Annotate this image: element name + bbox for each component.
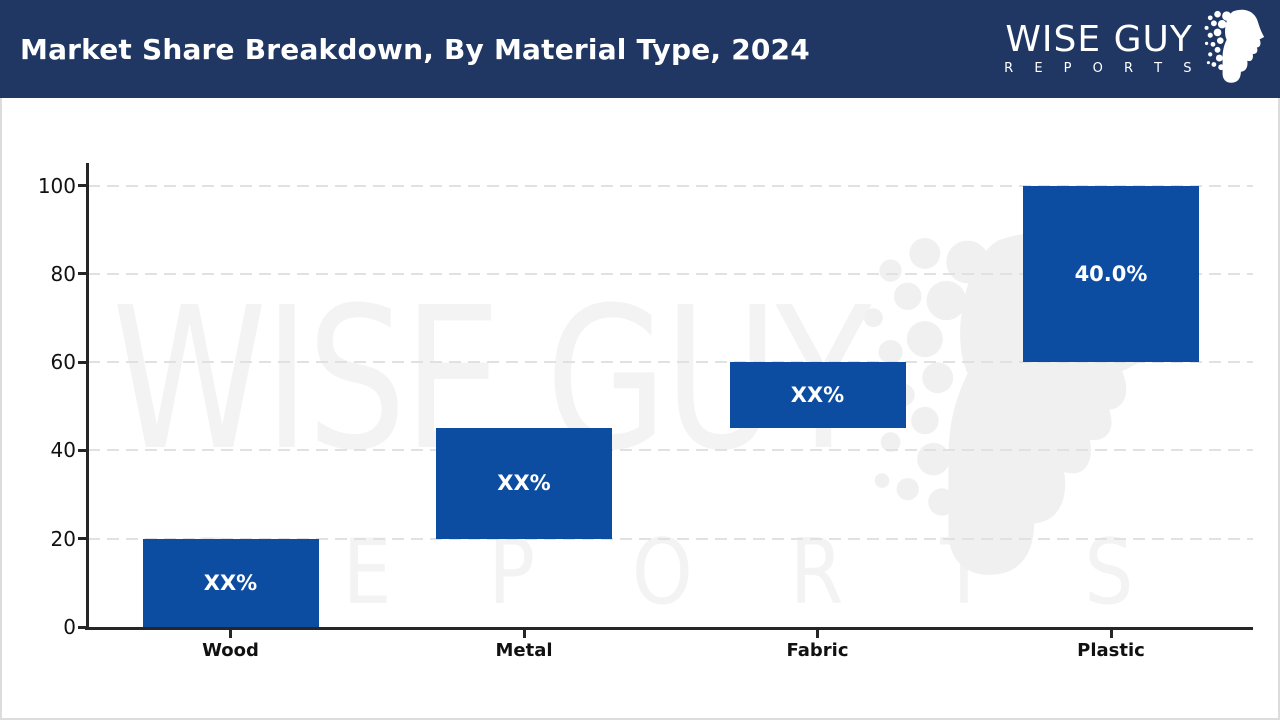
x-tick-label-plastic: Plastic	[1077, 640, 1145, 661]
bar-fabric	[729, 362, 906, 429]
y-tick-40	[78, 448, 86, 452]
y-tick-80	[78, 272, 86, 276]
brand-name: WISE GUY	[1005, 19, 1193, 60]
header-bar: Market Share Breakdown, By Material Type…	[0, 0, 1280, 98]
bar-wood	[142, 538, 319, 627]
y-tick-100	[78, 184, 86, 187]
gridline-80	[88, 272, 1253, 275]
bar-plastic	[1023, 185, 1199, 363]
y-tick-label-80: 80	[50, 261, 76, 286]
bar-label-plastic: 40.0%	[1074, 261, 1148, 286]
gridline-20	[88, 537, 1253, 540]
y-tick-0	[78, 625, 86, 629]
x-tick-wood	[229, 630, 232, 638]
brand-logo-text: WISE GUY R E P O R T S	[998, 20, 1200, 76]
y-tick-60	[78, 360, 86, 364]
y-axis-line	[86, 163, 89, 629]
y-tick-20	[78, 537, 86, 541]
y-tick-label-60: 60	[50, 350, 76, 375]
x-tick-plastic	[1109, 630, 1113, 638]
x-tick-label-wood: Wood	[202, 640, 259, 661]
page-border-left	[0, 98, 2, 720]
page-title: Market Share Breakdown, By Material Type…	[20, 32, 810, 66]
x-tick-metal	[522, 630, 526, 638]
bar-label-fabric: XX%	[790, 383, 845, 408]
bar-label-wood: XX%	[203, 570, 258, 595]
bar-metal	[436, 428, 612, 539]
gridline-60	[88, 361, 1253, 364]
gridline-40	[88, 449, 1253, 452]
brand-logo: WISE GUY R E P O R T S	[998, 6, 1266, 90]
x-tick-label-fabric: Fabric	[786, 640, 849, 661]
gridline-100	[88, 184, 1253, 187]
page-border-bottom	[0, 718, 1280, 720]
page-border-right	[1278, 98, 1280, 720]
y-tick-label-0: 0	[63, 615, 76, 639]
y-tick-label-20: 20	[50, 526, 76, 551]
bar-label-metal: XX%	[497, 471, 551, 496]
brand-face-icon	[1204, 9, 1265, 83]
y-tick-label-100: 100	[37, 173, 76, 198]
brand-subtitle: R E P O R T S	[1004, 60, 1200, 76]
x-axis-line	[85, 627, 1253, 630]
x-tick-label-metal: Metal	[495, 640, 553, 661]
y-tick-label-40: 40	[50, 438, 76, 463]
x-tick-fabric	[816, 630, 819, 638]
